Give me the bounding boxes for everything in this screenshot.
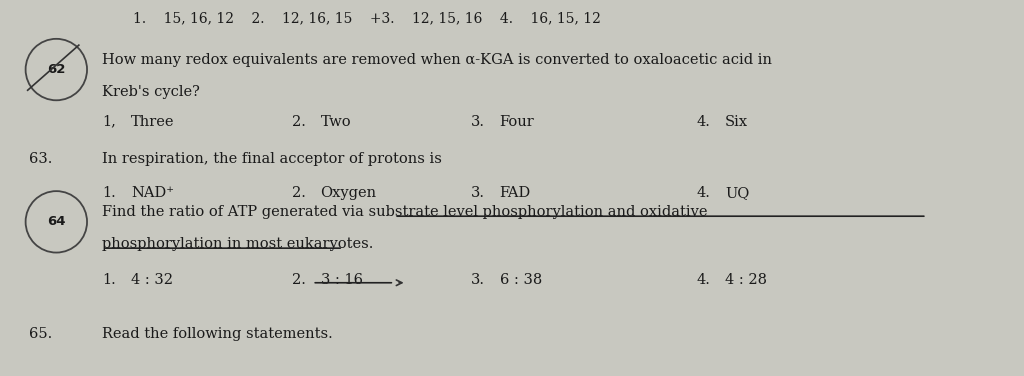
Text: 3.: 3. (471, 186, 485, 200)
Text: Two: Two (321, 115, 351, 129)
Text: Find the ratio of ATP generated via substrate level phosphorylation and oxidativ: Find the ratio of ATP generated via subs… (102, 205, 708, 219)
Text: 2.: 2. (292, 186, 306, 200)
Text: phosphorylation in most eukaryotes.: phosphorylation in most eukaryotes. (102, 237, 374, 251)
Text: Read the following statements.: Read the following statements. (102, 327, 333, 341)
Text: 1,: 1, (102, 115, 117, 129)
Text: 4 : 28: 4 : 28 (725, 273, 767, 287)
Text: Four: Four (500, 115, 535, 129)
Text: 2.: 2. (292, 273, 306, 287)
Text: Six: Six (725, 115, 749, 129)
Text: 1.    15, 16, 12    2.    12, 16, 15    +3.    12, 15, 16    4.    16, 15, 12: 1. 15, 16, 12 2. 12, 16, 15 +3. 12, 15, … (133, 11, 601, 25)
Text: 4.: 4. (696, 115, 711, 129)
Text: NAD⁺: NAD⁺ (131, 186, 174, 200)
Text: 4 : 32: 4 : 32 (131, 273, 173, 287)
Text: 65.: 65. (29, 327, 52, 341)
Text: 3 : 16: 3 : 16 (321, 273, 362, 287)
Text: 62: 62 (47, 63, 66, 76)
Text: Oxygen: Oxygen (321, 186, 377, 200)
Text: 4.: 4. (696, 273, 711, 287)
Text: Kreb's cycle?: Kreb's cycle? (102, 85, 201, 99)
Text: 3.: 3. (471, 115, 485, 129)
Text: 1.: 1. (102, 186, 116, 200)
Text: How many redox equivalents are removed when α-KGA is converted to oxaloacetic ac: How many redox equivalents are removed w… (102, 53, 772, 67)
Text: FAD: FAD (500, 186, 531, 200)
Text: 1.: 1. (102, 273, 116, 287)
Text: UQ: UQ (725, 186, 750, 200)
Text: Three: Three (131, 115, 174, 129)
Text: 3.: 3. (471, 273, 485, 287)
Text: 64: 64 (47, 215, 66, 228)
Text: In respiration, the final acceptor of protons is: In respiration, the final acceptor of pr… (102, 152, 442, 166)
Text: 6 : 38: 6 : 38 (500, 273, 542, 287)
Text: 2.: 2. (292, 115, 306, 129)
Text: 4.: 4. (696, 186, 711, 200)
Text: 63.: 63. (29, 152, 52, 166)
